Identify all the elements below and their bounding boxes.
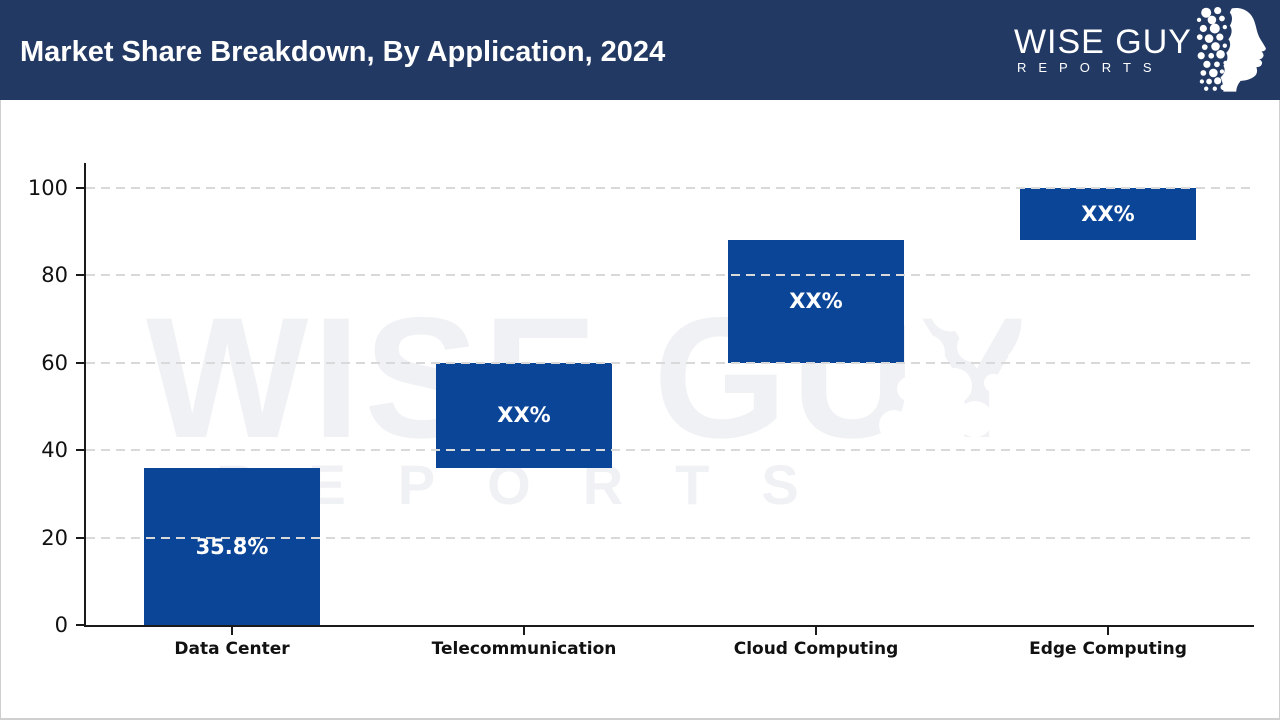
y-tick-label-100: 100 (27, 175, 68, 200)
logo-wordmark: WISE GUY REPORTS (1013, 22, 1192, 76)
y-tick-label-80: 80 (41, 263, 68, 287)
logo-head-icon (1196, 7, 1266, 92)
y-tick-20 (76, 536, 84, 539)
logo-wordmark-line2: REPORTS (1016, 60, 1164, 76)
y-tick-0 (76, 624, 84, 626)
bar-data-center (144, 468, 320, 625)
x-tick-2 (815, 627, 817, 635)
x-tick-0 (231, 627, 233, 635)
category-label-cloud-computing: Cloud Computing (733, 639, 899, 659)
x-axis-line (84, 625, 1254, 627)
bar-value-label: XX% (789, 289, 843, 314)
chart-canvas: WISE GUY REPORTS 35.8% XX% XX% XX% 0 20 40 60 80… (0, 100, 1280, 720)
y-tick-100 (76, 186, 84, 189)
gridline-60 (86, 361, 1254, 364)
y-tick-label-20: 20 (41, 525, 68, 550)
y-tick-60 (76, 361, 84, 364)
category-label-edge-computing: Edge Computing (1029, 639, 1187, 659)
bar-cloud-computing (728, 240, 904, 363)
y-axis-line (84, 163, 86, 627)
category-label-telecommunication: Telecommunication (431, 639, 617, 659)
bar-value-label: XX% (1081, 201, 1135, 226)
y-tick-label-40: 40 (41, 438, 68, 462)
y-tick-80 (76, 274, 84, 276)
gridline-20 (86, 536, 1254, 539)
chart-title: Market Share Breakdown, By Application, … (20, 36, 666, 68)
bar-value-label: XX% (497, 403, 551, 428)
logo-wordmark-line1: WISE GUY (1013, 22, 1192, 61)
header: Market Share Breakdown, By Application, … (0, 0, 1280, 100)
gridline-40 (86, 449, 1254, 451)
gridline-80 (86, 274, 1254, 276)
x-tick-3 (1107, 627, 1109, 635)
category-label-data-center: Data Center (174, 639, 290, 659)
x-tick-1 (523, 627, 525, 635)
y-tick-40 (76, 449, 84, 451)
gridline-100 (86, 186, 1254, 189)
bar-value-label: 35.8% (195, 534, 269, 559)
y-tick-label-0: 0 (54, 613, 68, 637)
wise-guy-logo: WISE GUY REPORTS (1014, 7, 1268, 93)
y-tick-label-60: 60 (41, 350, 68, 375)
bar-edge-computing (1020, 187, 1196, 240)
